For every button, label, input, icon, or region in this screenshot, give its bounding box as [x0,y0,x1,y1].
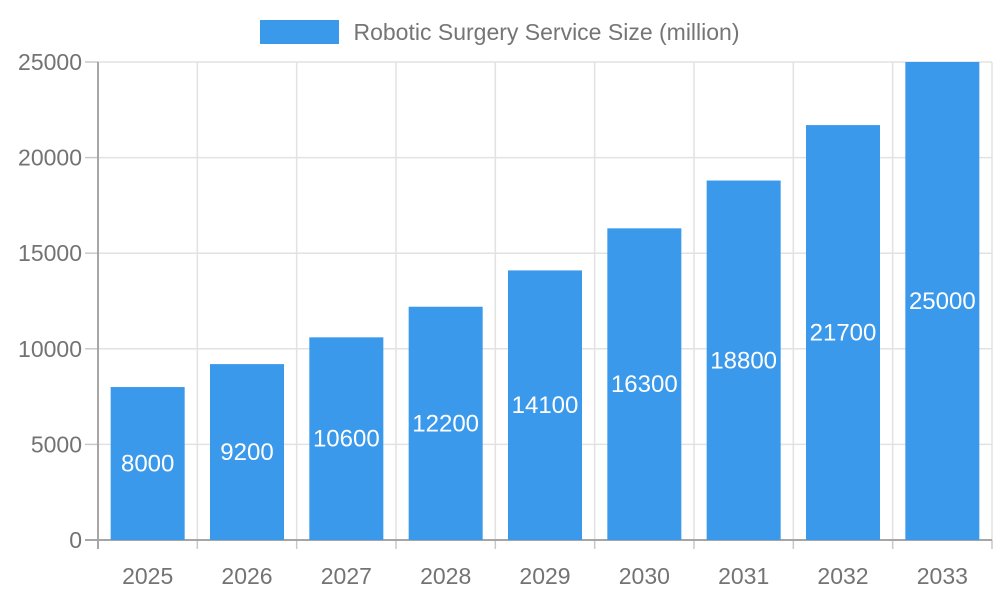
bar-value-label: 8000 [121,451,174,478]
bar-2028[interactable] [408,306,483,540]
legend-swatch [260,20,340,44]
bar-2029[interactable] [508,270,582,540]
bar-value-label: 16300 [611,371,678,398]
y-axis-label: 15000 [18,240,82,266]
x-axis-label: 2026 [221,563,272,589]
bar-value-label: 14100 [512,392,579,419]
y-axis-label: 5000 [31,431,82,457]
y-axis-label: 20000 [18,145,82,171]
bar-value-label: 18800 [710,347,777,374]
legend-label: Robotic Surgery Service Size (million) [353,18,740,45]
x-axis-label: 2028 [420,563,471,589]
y-axis-label: 10000 [18,336,82,362]
bar-value-label: 10600 [313,426,380,453]
bar-value-label: 12200 [412,410,479,437]
legend[interactable]: Robotic Surgery Service Size (million) [0,17,1000,47]
bar-2031[interactable] [706,180,781,540]
bar-2026[interactable] [210,364,284,540]
bar-2033[interactable] [905,62,980,540]
bar-2025[interactable] [110,387,185,540]
bar-value-label: 25000 [909,288,976,315]
x-axis-label: 2030 [619,563,670,589]
bar-value-label: 9200 [220,439,273,466]
y-axis-label: 0 [69,527,82,553]
x-axis-label: 2025 [122,563,173,589]
x-axis-label: 2032 [817,563,868,589]
x-axis-label: 2031 [718,563,769,589]
bar-2032[interactable] [806,125,880,540]
bar-2027[interactable] [309,337,384,540]
y-axis-label: 25000 [18,49,82,75]
bar-value-label: 21700 [810,320,877,347]
x-axis-label: 2029 [519,563,570,589]
x-axis-label: 2033 [917,563,968,589]
x-axis-label: 2027 [321,563,372,589]
bar-2030[interactable] [607,228,682,540]
